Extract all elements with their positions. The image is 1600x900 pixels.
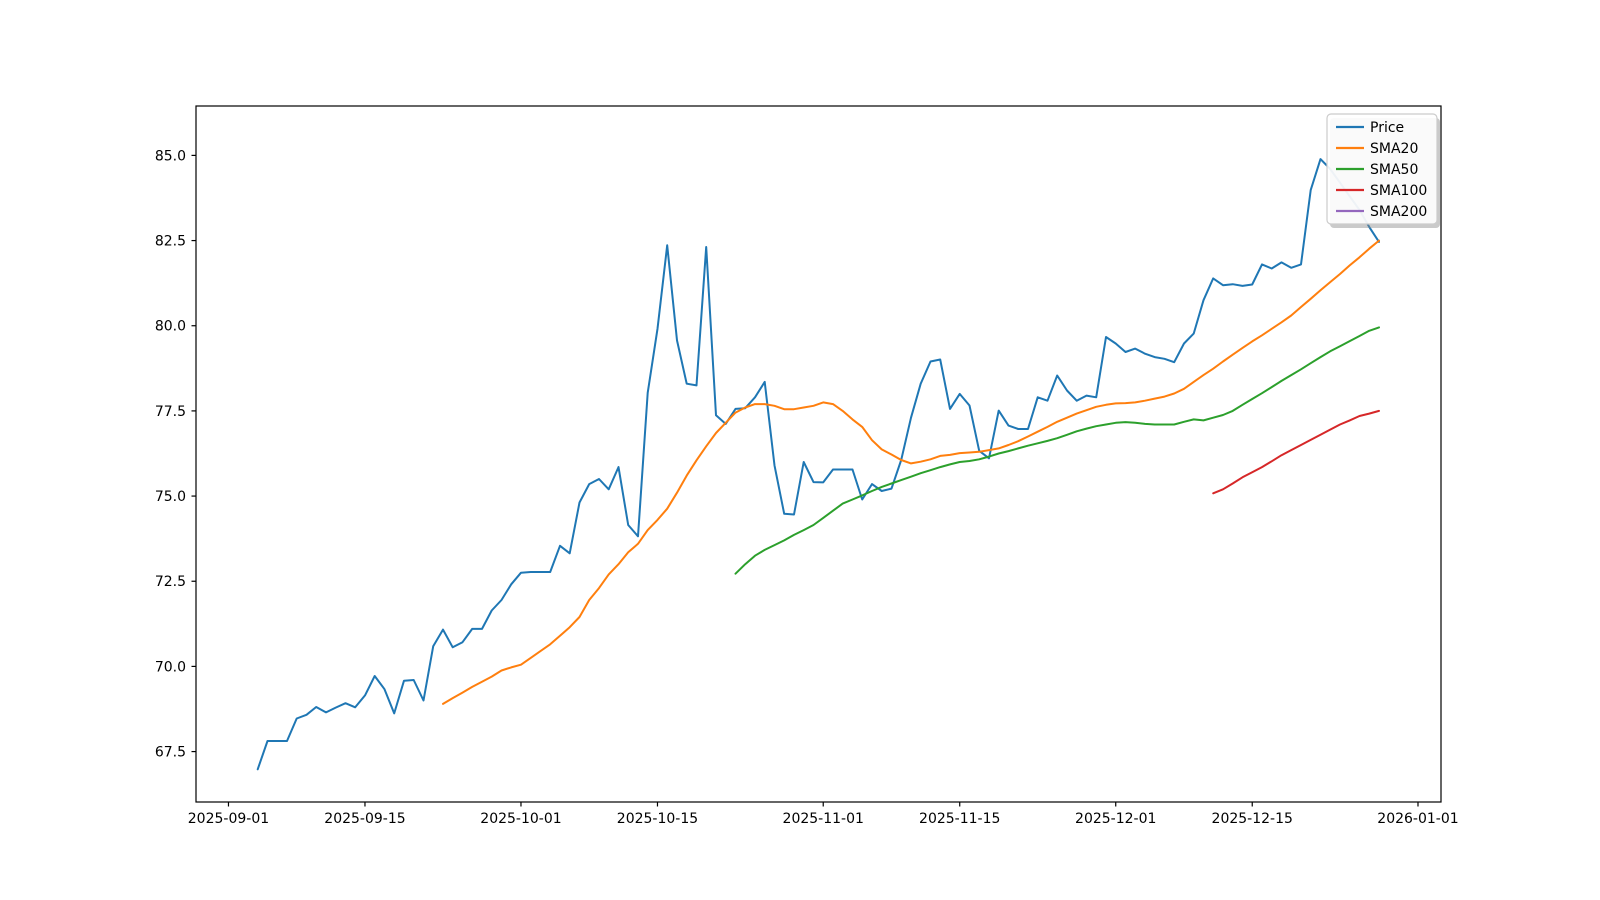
y-axis-tick-label: 75.0 [155,489,186,505]
legend-label-price: Price [1370,120,1404,136]
series-line-sma20 [442,239,1380,705]
series-line-sma100 [1212,409,1380,495]
legend-label-sma50: SMA50 [1370,162,1418,178]
axes-frame [195,105,1442,803]
x-axis-tick-label: 2025-09-01 [188,811,269,827]
legend-label-sma20: SMA20 [1370,141,1418,157]
x-axis-tick-label: 2025-09-15 [324,811,405,827]
y-axis-tick-label: 70.0 [155,659,186,675]
x-axis-tick-label: 2025-11-01 [783,811,864,827]
y-axis-tick-label: 77.5 [155,404,186,420]
series-line-price [256,158,1380,771]
legend-label-sma100: SMA100 [1370,183,1427,199]
x-axis-tick-label: 2025-12-01 [1075,811,1156,827]
legend-label-sma200: SMA200 [1370,204,1427,220]
series-line-sma50 [734,326,1380,575]
x-axis-tick-label: 2025-12-15 [1212,811,1293,827]
x-axis-tick-label: 2025-10-15 [617,811,698,827]
x-axis-tick-label: 2025-10-01 [480,811,561,827]
y-axis-tick-label: 67.5 [155,745,186,761]
y-axis-tick-label: 85.0 [155,148,186,164]
x-axis-tick-label: 2025-11-15 [919,811,1000,827]
y-axis-tick-label: 72.5 [155,574,186,590]
legend-box [1326,113,1438,225]
y-axis-tick-label: 80.0 [155,319,186,335]
x-axis-tick-label: 2026-01-01 [1377,811,1458,827]
y-axis-tick-label: 82.5 [155,234,186,250]
